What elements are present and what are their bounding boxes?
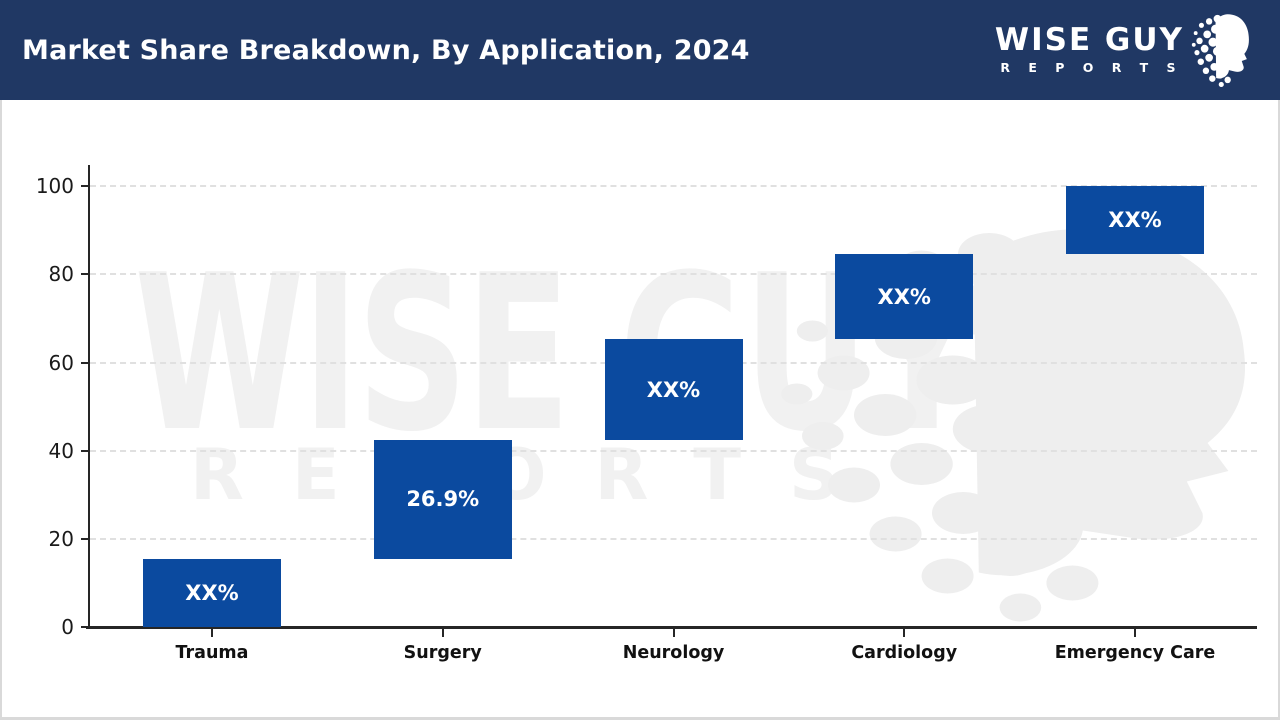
gridline bbox=[90, 449, 1257, 452]
y-axis-tick bbox=[81, 185, 90, 188]
y-axis-tick bbox=[81, 273, 90, 276]
x-axis-tick bbox=[903, 629, 906, 637]
y-tick-label: 60 bbox=[48, 350, 74, 375]
bar-surgery: 26.9% bbox=[373, 440, 512, 559]
y-tick-label: 80 bbox=[48, 262, 74, 287]
x-axis-tick bbox=[672, 629, 675, 637]
x-tick-label: Surgery bbox=[403, 643, 482, 663]
x-axis-tick bbox=[1134, 629, 1136, 637]
bar-value-label: XX% bbox=[646, 377, 701, 402]
y-tick-label: 100 bbox=[35, 174, 74, 199]
brand-logo-text: WISE GUY R E P O R T S bbox=[994, 22, 1184, 76]
y-axis-tick bbox=[81, 449, 90, 452]
brand-subtitle: R E P O R T S bbox=[1000, 60, 1183, 75]
gridline bbox=[90, 537, 1257, 540]
bar-neurology: XX% bbox=[604, 339, 743, 441]
dotted-head-profile-icon bbox=[1191, 14, 1249, 88]
bar-emergency-care: XX% bbox=[1066, 186, 1204, 255]
header-bar: Market Share Breakdown, By Application, … bbox=[0, 0, 1280, 100]
bar-value-label: XX% bbox=[877, 284, 931, 309]
y-axis-tick bbox=[81, 537, 90, 540]
bar-value-label: XX% bbox=[1108, 208, 1162, 233]
y-axis-tick bbox=[81, 626, 90, 628]
bar-cardiology: XX% bbox=[835, 254, 974, 340]
chart-plot-area: 0 20 40 60 80 100 XX% Trauma 26.9% Surgery XX% Neur… bbox=[36, 165, 1257, 663]
y-tick-label: 0 bbox=[61, 615, 74, 639]
brand-name: WISE GUY bbox=[994, 22, 1184, 58]
brand-logo: WISE GUY R E P O R T S bbox=[995, 11, 1252, 89]
y-tick-label: 20 bbox=[48, 526, 74, 551]
x-axis-line bbox=[86, 626, 1257, 629]
bar-trauma: XX% bbox=[143, 559, 281, 627]
x-axis-tick bbox=[441, 629, 444, 637]
x-tick-label: Neurology bbox=[622, 643, 725, 663]
x-tick-label: Cardiology bbox=[851, 643, 958, 663]
y-tick-label: 40 bbox=[48, 438, 74, 463]
bar-value-label: XX% bbox=[185, 581, 239, 606]
bar-value-label: 26.9% bbox=[406, 487, 480, 512]
y-axis-tick bbox=[81, 361, 90, 364]
gridline bbox=[90, 185, 1257, 188]
x-tick-label: Emergency Care bbox=[1054, 643, 1216, 663]
x-axis-tick bbox=[211, 629, 213, 637]
x-tick-label: Trauma bbox=[175, 643, 249, 663]
page-title: Market Share Breakdown, By Application, … bbox=[22, 34, 750, 66]
y-axis-line bbox=[88, 165, 90, 629]
gridline bbox=[90, 273, 1257, 276]
